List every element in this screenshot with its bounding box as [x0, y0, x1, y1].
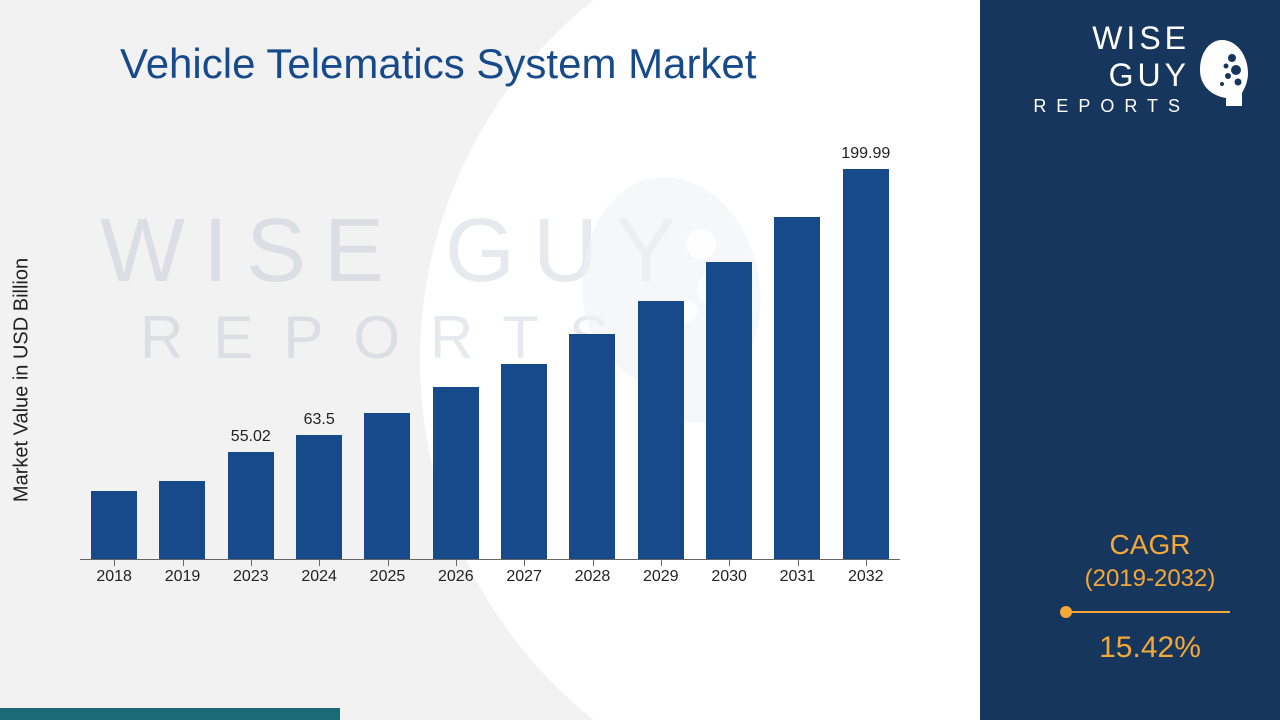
- accent-strip: [0, 708, 340, 720]
- bar-wrap: [558, 334, 626, 559]
- bar-wrap: 199.99: [832, 169, 900, 559]
- chart-area: Market Value in USD Billion 55.0263.5199…: [40, 150, 940, 610]
- brand-logo: WISE GUY REPORTS: [1000, 20, 1260, 117]
- x-tick: [456, 560, 457, 566]
- bar: [569, 334, 615, 559]
- x-axis-label: 2030: [695, 568, 763, 586]
- x-tick: [319, 560, 320, 566]
- x-axis-label: 2029: [627, 568, 695, 586]
- bar-value-label: 199.99: [841, 145, 890, 165]
- bar: [706, 262, 752, 559]
- cagr-period: (2019-2032): [1020, 565, 1280, 593]
- x-axis-label: 2023: [217, 568, 285, 586]
- bar-value-label: 55.02: [231, 428, 271, 448]
- cagr-block: CAGR (2019-2032) 15.42%: [1020, 529, 1280, 665]
- x-axis-label: 2019: [148, 568, 216, 586]
- bar-wrap: [627, 301, 695, 559]
- bar-wrap: 55.02: [217, 452, 285, 559]
- bar: [774, 217, 820, 559]
- brand-head-icon: [1192, 38, 1252, 108]
- bar-wrap: [695, 262, 763, 559]
- bar: [159, 481, 205, 559]
- logo-line1: WISE GUY: [1000, 20, 1190, 94]
- cagr-divider: [1020, 611, 1280, 613]
- cagr-dot-icon: [1060, 606, 1072, 618]
- x-tick: [388, 560, 389, 566]
- x-axis-labels: 2018201920232024202520262027202820292030…: [80, 568, 900, 586]
- cagr-value: 15.42%: [1020, 631, 1280, 665]
- x-tick: [183, 560, 184, 566]
- x-tick: [251, 560, 252, 566]
- x-axis-label: 2026: [422, 568, 490, 586]
- bar: [638, 301, 684, 559]
- x-tick: [114, 560, 115, 566]
- y-axis-label: Market Value in USD Billion: [11, 258, 34, 502]
- x-axis-label: 2025: [353, 568, 421, 586]
- bar-wrap: [353, 413, 421, 559]
- bar-wrap: [763, 217, 831, 559]
- bar-wrap: [422, 387, 490, 559]
- logo-line2: REPORTS: [1000, 96, 1190, 117]
- bar-wrap: [80, 491, 148, 559]
- x-tick: [593, 560, 594, 566]
- bar: [228, 452, 274, 559]
- bar: [91, 491, 137, 559]
- bar: [843, 169, 889, 559]
- cagr-label: CAGR: [1020, 529, 1280, 561]
- x-tick: [798, 560, 799, 566]
- chart-title: Vehicle Telematics System Market: [120, 40, 756, 88]
- bar: [433, 387, 479, 559]
- x-axis-label: 2018: [80, 568, 148, 586]
- bar: [501, 364, 547, 559]
- bar: [364, 413, 410, 559]
- x-tick: [524, 560, 525, 566]
- bars-container: 55.0263.5199.99: [80, 149, 900, 559]
- bar-wrap: [490, 364, 558, 559]
- x-tick: [729, 560, 730, 566]
- chart-plot: 55.0263.5199.99: [80, 150, 900, 560]
- x-axis-label: 2027: [490, 568, 558, 586]
- bar-wrap: [148, 481, 216, 559]
- bar-wrap: 63.5: [285, 435, 353, 559]
- bar-value-label: 63.5: [304, 411, 335, 431]
- x-tick: [661, 560, 662, 566]
- x-tick: [866, 560, 867, 566]
- cagr-line: [1070, 611, 1230, 613]
- bar: [296, 435, 342, 559]
- x-axis-label: 2032: [832, 568, 900, 586]
- page-root: WISE GUY REPORTS CAGR (2019-2032) 15.42%…: [0, 0, 1280, 720]
- x-axis-label: 2028: [558, 568, 626, 586]
- x-axis-label: 2031: [763, 568, 831, 586]
- x-axis-label: 2024: [285, 568, 353, 586]
